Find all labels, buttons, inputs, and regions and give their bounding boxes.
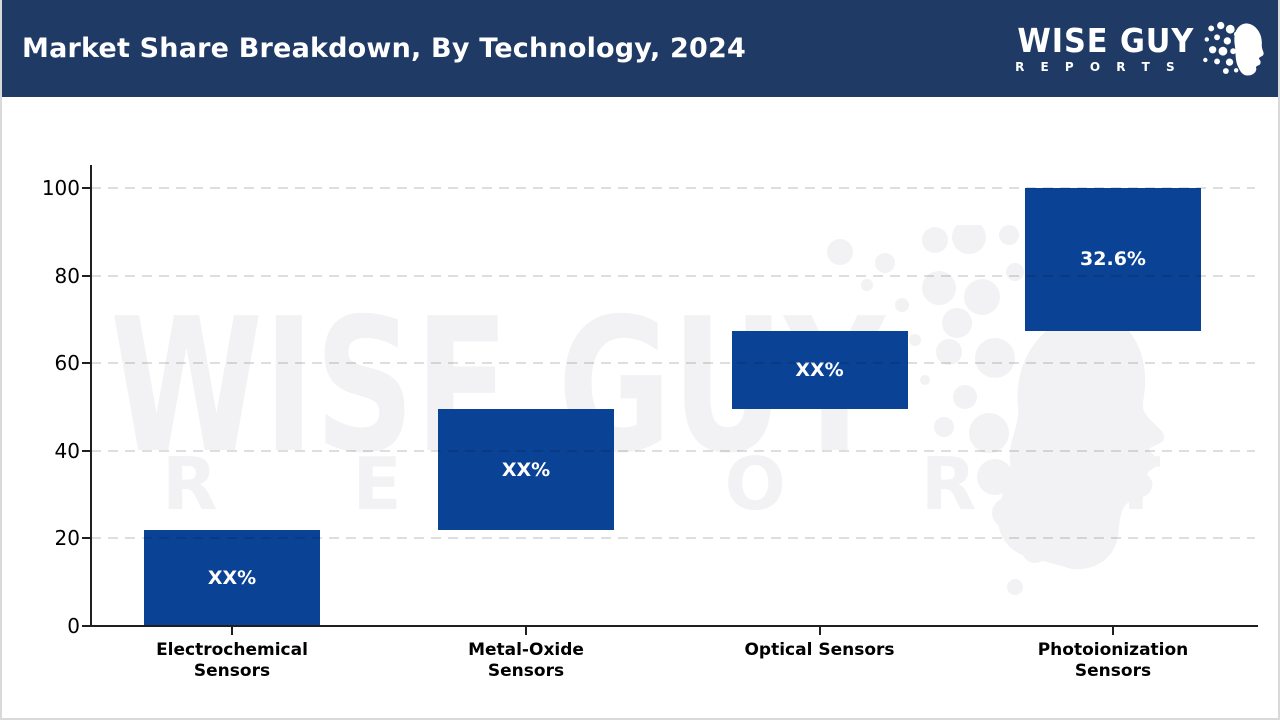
bar-value-label: XX% (207, 567, 257, 590)
bar-segment: XX% (731, 330, 908, 410)
x-axis-tick (231, 627, 233, 635)
gridline (91, 449, 1255, 452)
x-axis-category-label-line: Photoionization (1037, 640, 1189, 660)
gridline (91, 362, 1255, 365)
dotted-head-profile-icon (1203, 21, 1264, 75)
x-axis-category-label-line: Electrochemical (156, 640, 308, 660)
y-axis-tick-label: 0 (67, 614, 80, 638)
x-axis-category-label-line: Optical Sensors (744, 640, 895, 660)
y-axis-tick-label: 80 (54, 263, 80, 288)
y-axis-tick (82, 274, 90, 277)
chart-title: Market Share Breakdown, By Technology, 2… (22, 33, 747, 64)
y-axis-tick (82, 625, 90, 627)
bar-value-label: 32.6% (1080, 248, 1146, 271)
gridline (91, 537, 1255, 540)
bar-value-label: XX% (501, 458, 551, 481)
x-axis-category-label-line: Sensors (1074, 661, 1152, 681)
bar-value-label: XX% (795, 358, 844, 381)
x-axis-category-label-line: Metal-Oxide (468, 640, 584, 660)
y-axis-tick (82, 449, 90, 452)
y-axis-tick-label: 100 (41, 176, 80, 200)
y-axis-tick (82, 537, 90, 540)
x-axis-category-label: Photoionization Sensors (983, 640, 1243, 682)
x-axis-category-label: Optical Sensors (690, 640, 950, 661)
brand-subname: R E P O R T S (1015, 60, 1181, 74)
watermark-dotted-head-icon (827, 225, 1165, 595)
x-axis-tick (1112, 627, 1114, 635)
y-axis-tick-label: 60 (54, 351, 80, 376)
x-axis-category-label: Electrochemical Sensors (102, 640, 362, 682)
x-axis-tick (818, 627, 821, 635)
x-axis-tick (525, 627, 527, 635)
bar-segment: XX% (144, 530, 320, 626)
y-axis-tick (82, 187, 90, 189)
y-axis-tick-label: 40 (54, 438, 80, 463)
gridline (91, 187, 1255, 189)
y-axis-tick (82, 362, 90, 365)
x-axis-category-label-line: Sensors (487, 661, 565, 681)
x-axis-category-label: Metal-Oxide Sensors (396, 640, 656, 682)
x-axis-line (90, 625, 1258, 627)
brand-logo-text: WISE GUY R E P O R T S (1002, 24, 1194, 73)
header-band: Market Share Breakdown, By Technology, 2… (2, 0, 1278, 97)
brand-name: WISE GUY (1017, 21, 1194, 60)
y-axis-line (90, 165, 92, 627)
bar-segment: 32.6% (1025, 188, 1201, 331)
brand-logo: WISE GUY R E P O R T S (1002, 12, 1264, 86)
x-axis-category-label-line: Sensors (193, 661, 271, 681)
y-axis-tick-label: 20 (54, 526, 80, 551)
gridline (91, 274, 1255, 277)
bar-segment: XX% (438, 409, 614, 531)
